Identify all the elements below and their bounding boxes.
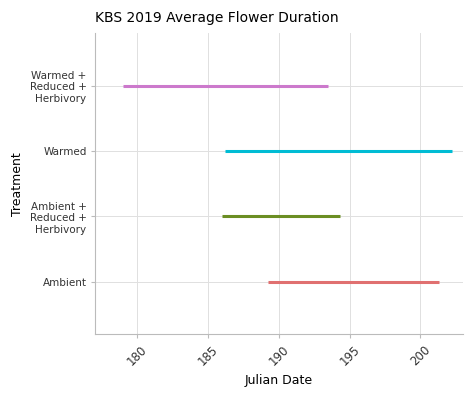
Y-axis label: Treatment: Treatment	[11, 152, 24, 216]
Text: KBS 2019 Average Flower Duration: KBS 2019 Average Flower Duration	[95, 11, 338, 25]
X-axis label: Julian Date: Julian Date	[245, 374, 313, 387]
